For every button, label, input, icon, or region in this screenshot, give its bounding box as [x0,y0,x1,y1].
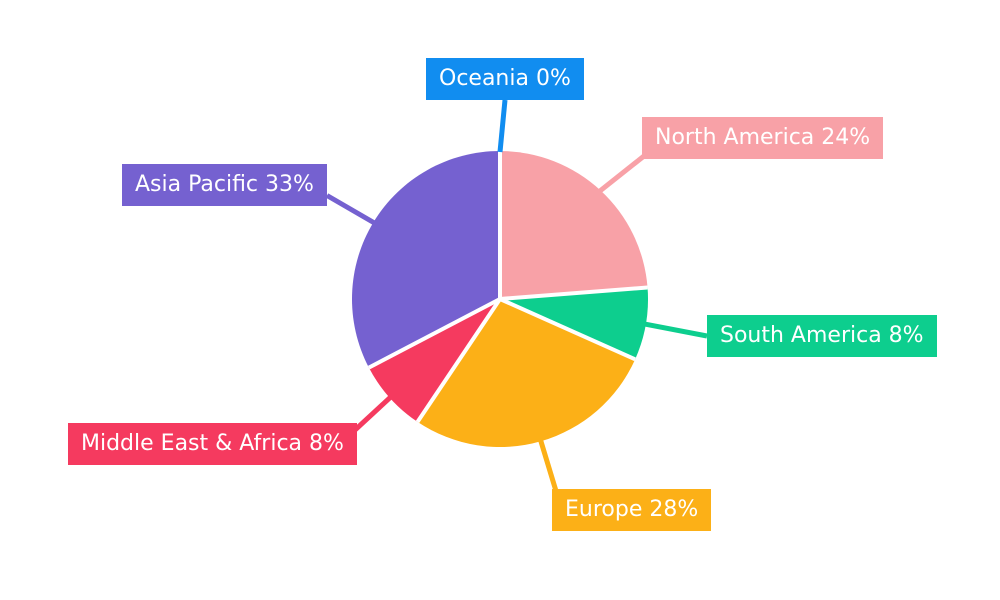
slice-separator [499,297,636,362]
label-middle-east-africa: Middle East & Africa 8% [68,423,357,465]
pie-slice-asia-pacific[interactable] [352,151,500,368]
leader-line-south-america [644,321,708,339]
label-south-america: South America 8% [707,315,937,357]
slice-separator [415,297,502,424]
slice-separator [499,285,648,301]
slice-separator [367,297,501,370]
leader-line-asia-pacific [325,193,376,226]
pie-slice-middle-east-africa[interactable] [368,299,500,422]
leader-line-middle-east-africa [353,395,393,432]
pie-slice-north-america[interactable] [500,151,648,299]
label-oceania: Oceania 0% [426,58,584,100]
leader-line-oceania [497,99,508,153]
leader-line-europe [538,439,559,492]
label-europe: Europe 28% [552,489,712,531]
leader-line-north-america [598,154,646,194]
pie-slice-south-america[interactable] [500,287,648,360]
label-asia-pacific: Asia Pacific 33% [122,164,327,206]
label-north-america: North America 24% [642,117,884,159]
